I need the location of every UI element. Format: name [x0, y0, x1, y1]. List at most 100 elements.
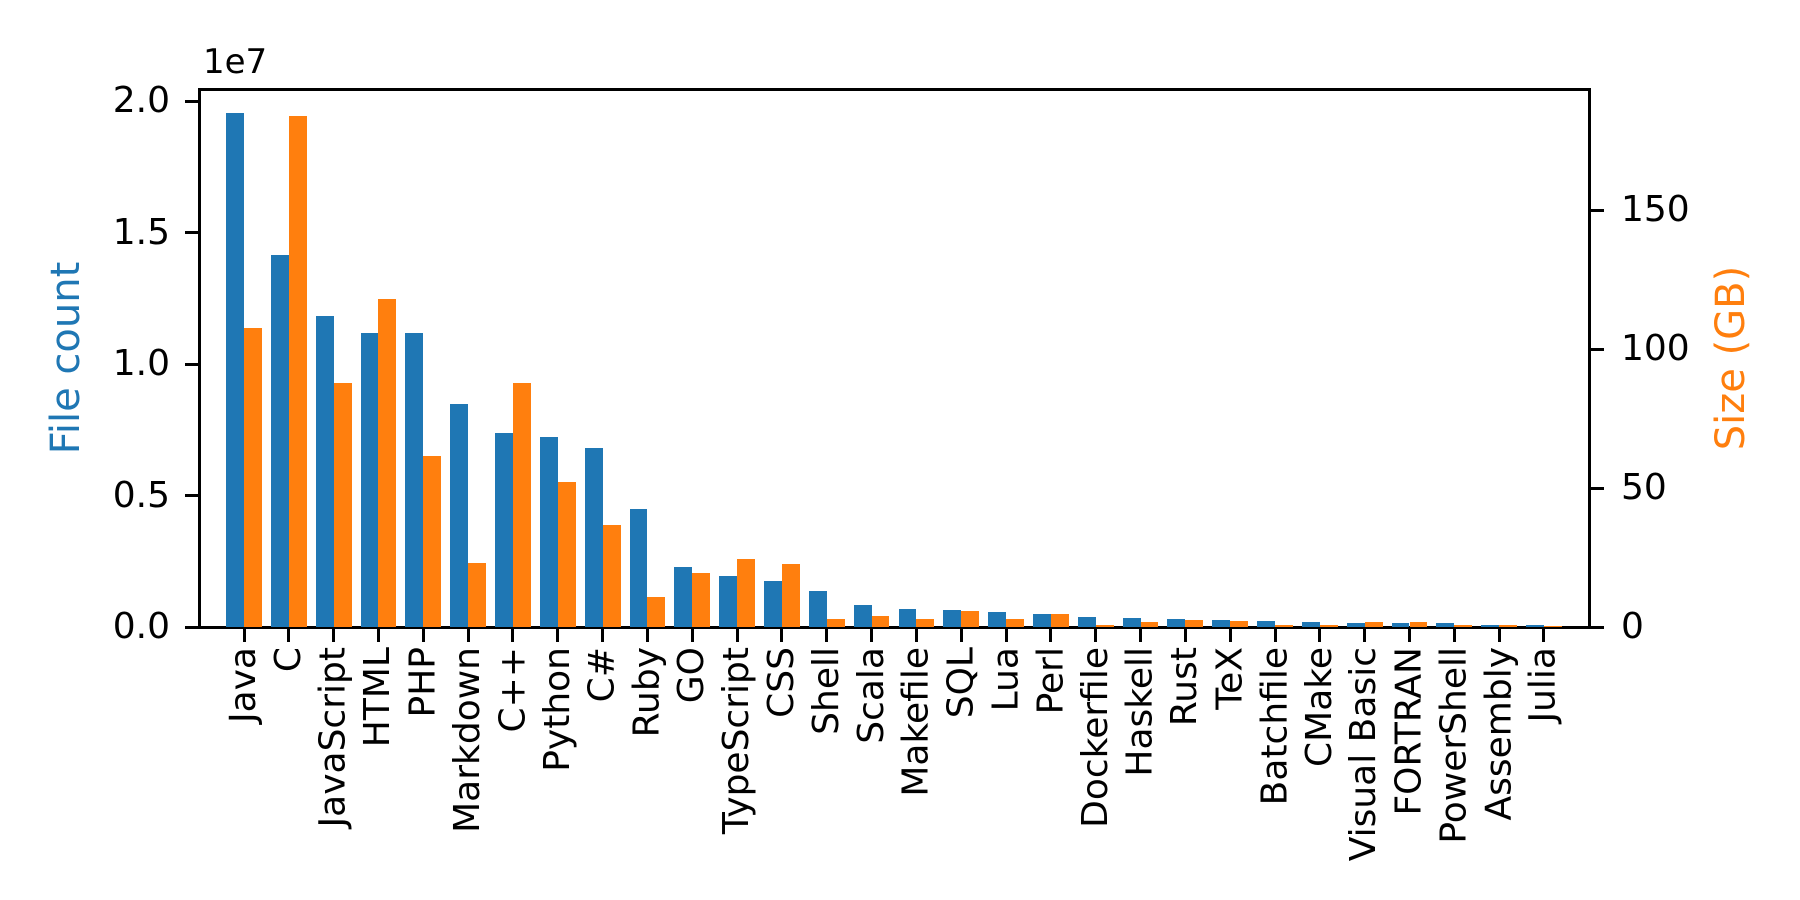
bar-ruby-file-count [629, 509, 648, 627]
x-axis-tick [1228, 628, 1232, 642]
left-axis-offset-text: 1e7 [203, 42, 268, 82]
bar-go-size-gb [692, 573, 711, 627]
bar-scala-file-count [853, 605, 872, 627]
bar-scala-size-gb [871, 616, 890, 627]
bar-batchfile-file-count [1257, 620, 1275, 627]
bar-php-size-gb [423, 456, 442, 627]
bar-c-size-gb [512, 383, 531, 627]
x-axis-tick [690, 628, 694, 642]
right-axis-tick [1589, 347, 1604, 351]
x-axis-tick [1452, 628, 1456, 642]
bar-batchfile-size-gb [1275, 625, 1293, 627]
x-axis-tick [556, 628, 560, 642]
x-axis-tick-label-visual-basic: Visual Basic [1343, 647, 1385, 862]
x-axis-tick [376, 628, 380, 642]
bar-visual-basic-file-count [1346, 622, 1365, 627]
x-axis-tick-label-dockerfile: Dockerfile [1074, 647, 1116, 828]
x-axis-tick [421, 628, 425, 642]
left-axis-tick-label: 0.5 [112, 474, 170, 516]
right-axis-tick-label: 0 [1621, 606, 1644, 647]
x-axis-tick-label-python: Python [536, 647, 578, 772]
x-axis-tick-label-perl: Perl [1029, 647, 1071, 715]
bar-powershell-file-count [1436, 623, 1455, 627]
bar-typescript-file-count [719, 575, 738, 627]
bar-powershell-size-gb [1454, 625, 1473, 627]
bar-perl-size-gb [1050, 613, 1069, 627]
x-axis-tick [1497, 628, 1501, 642]
x-axis-tick [511, 628, 515, 642]
x-axis-tick-label-makefile: Makefile [895, 647, 937, 797]
x-axis-tick [735, 628, 739, 642]
x-axis-tick [1408, 628, 1411, 642]
right-axis-label: Size (GB) [1708, 265, 1754, 451]
bar-php-file-count [405, 333, 424, 627]
plot-area [198, 88, 1591, 629]
bar-go-file-count [674, 567, 693, 627]
bar-html-size-gb [378, 298, 397, 627]
x-axis-tick [1318, 628, 1322, 642]
x-axis-tick-label-markdown: Markdown [447, 647, 489, 833]
x-axis-tick [242, 628, 246, 642]
left-axis-tick [185, 231, 200, 235]
right-axis-tick [1589, 486, 1604, 490]
bar-java-size-gb [244, 327, 262, 627]
x-axis-tick-label-rust: Rust [1164, 647, 1206, 727]
bar-typescript-size-gb [737, 558, 755, 627]
right-axis-tick-label: 50 [1621, 467, 1667, 509]
x-axis-tick-label-tex: TeX [1209, 647, 1251, 710]
x-axis-tick [870, 628, 874, 642]
bar-rust-file-count [1167, 618, 1186, 627]
bar-fortran-file-count [1391, 623, 1410, 627]
x-axis-tick-label-typescript: TypeScript [716, 647, 758, 835]
x-axis-tick-label-c: C [267, 647, 309, 673]
bar-dockerfile-file-count [1077, 617, 1096, 627]
bar-cmake-file-count [1301, 622, 1320, 627]
bar-java-file-count [226, 112, 244, 627]
x-axis-tick [1273, 628, 1277, 642]
left-axis-tick [185, 494, 200, 497]
x-axis-tick [825, 628, 829, 642]
x-axis-tick-label-batchfile: Batchfile [1254, 647, 1296, 806]
bar-ruby-size-gb [647, 596, 666, 627]
x-axis-tick-label-cmake: CMake [1298, 647, 1340, 767]
left-axis-tick [185, 362, 200, 366]
bar-lua-size-gb [1006, 619, 1024, 627]
left-axis-tick-label: 1.5 [112, 211, 170, 253]
right-axis-tick-label: 150 [1621, 189, 1690, 231]
x-axis-tick-label-fortran: FORTRAN [1388, 647, 1430, 816]
right-axis-tick [1589, 625, 1604, 629]
x-axis-tick [466, 628, 470, 642]
x-axis-tick-label-css: CSS [760, 647, 802, 718]
x-axis-tick [645, 628, 649, 642]
x-axis-tick-label-sql: SQL [940, 647, 982, 719]
bar-visual-basic-size-gb [1364, 621, 1383, 627]
x-axis-tick [1139, 628, 1143, 642]
bar-fortran-size-gb [1409, 622, 1428, 627]
bar-javascript-size-gb [333, 382, 352, 627]
x-axis-tick-label-lua: Lua [985, 647, 1027, 712]
x-axis-tick-label-javascript: JavaScript [312, 647, 354, 828]
bar-javascript-file-count [315, 315, 334, 627]
x-axis-tick-label-html: HTML [357, 647, 399, 748]
x-axis-tick [1094, 628, 1098, 642]
right-axis-tick-label: 100 [1621, 328, 1690, 370]
bar-css-file-count [764, 581, 782, 627]
bar-assembly-size-gb [1499, 624, 1518, 627]
bar-css-size-gb [781, 563, 800, 627]
left-axis-label: File count [43, 261, 89, 455]
bar-markdown-size-gb [468, 562, 487, 627]
bar-sql-file-count [943, 609, 962, 627]
x-axis-tick-label-scala: Scala [850, 647, 892, 744]
bar-c-file-count [270, 255, 289, 627]
x-axis-tick [780, 628, 784, 642]
bar-assembly-file-count [1481, 624, 1500, 627]
x-axis-tick-label-go: GO [671, 647, 713, 704]
x-axis-tick-label-shell: Shell [805, 647, 847, 735]
x-axis-tick-label-assembly: Assembly [1478, 647, 1520, 821]
bar-rust-size-gb [1185, 619, 1204, 627]
left-axis-tick [185, 99, 200, 103]
bar-makefile-file-count [898, 609, 917, 627]
x-axis-tick-label-haskell: Haskell [1119, 647, 1161, 777]
x-axis-tick [1542, 628, 1546, 642]
